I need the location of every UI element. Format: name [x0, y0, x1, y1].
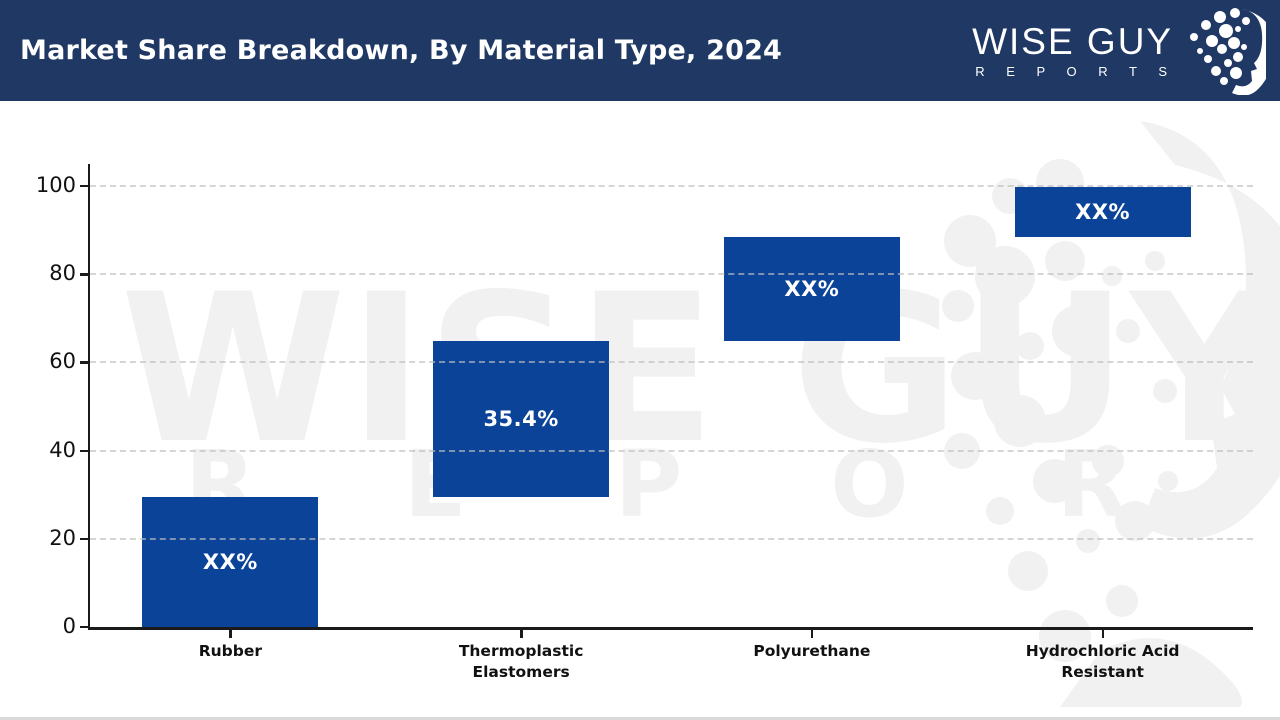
gridline-100	[90, 185, 1253, 187]
x-tick-3	[810, 629, 814, 638]
y-tick-60	[80, 361, 90, 364]
header-bar: Market Share Breakdown, By Material Type…	[0, 0, 1280, 101]
x-tick-1	[229, 629, 232, 638]
x-tick-4	[1101, 629, 1105, 638]
x-axis-line	[88, 627, 1253, 630]
brand-logo-text: WISE GUY R E P O R T S	[969, 23, 1176, 79]
y-tick-label-0: 0	[62, 614, 76, 638]
bar-value-label: XX%	[1075, 200, 1131, 224]
chart-area: WISE GUY R E P O R T S XX% 35.4% XX% XX% 0 20…	[0, 101, 1280, 717]
y-tick-label-80: 80	[49, 261, 76, 286]
y-tick-label-20: 20	[49, 525, 76, 550]
gridline-20	[90, 537, 1253, 540]
page-title: Market Share Breakdown, By Material Type…	[20, 35, 783, 66]
bar-rubber: XX%	[142, 496, 319, 627]
bar-value-label: 35.4%	[483, 406, 559, 431]
bar-hydrochloric-acid-resistant: XX%	[1014, 186, 1191, 238]
watermark-dotted-face-icon	[850, 91, 1280, 711]
y-tick-label-40: 40	[49, 437, 76, 462]
dotted-face-profile-icon	[1180, 3, 1275, 99]
gridline-80	[90, 273, 1253, 276]
bar-thermoplastic-elastomers: 35.4%	[433, 340, 610, 497]
y-tick-20	[80, 537, 90, 541]
y-tick-100	[80, 185, 90, 188]
x-category-label: Hydrochloric Acid Resistant	[1025, 642, 1180, 681]
y-tick-80	[80, 273, 90, 276]
x-tick-2	[520, 629, 523, 638]
bar-value-label: XX%	[784, 276, 840, 301]
gridline-40	[90, 449, 1253, 452]
y-tick-label-60: 60	[49, 349, 76, 374]
brand-name: WISE GUY	[972, 20, 1174, 62]
watermark-text-1: WISE GUY	[120, 251, 1280, 489]
x-category-label: Polyurethane	[753, 642, 871, 660]
brand-subtitle: R E P O R T S	[975, 63, 1176, 79]
bar-value-label: XX%	[202, 549, 258, 574]
brand-logo: WISE GUY R E P O R T S	[969, 3, 1280, 99]
x-category-label: Thermoplastic Elastomers	[458, 642, 584, 681]
y-tick-label-100: 100	[35, 173, 76, 197]
bottom-border	[0, 717, 1280, 720]
x-category-label: Rubber	[198, 642, 263, 660]
y-tick-0	[80, 626, 90, 629]
y-tick-40	[80, 449, 90, 452]
bar-polyurethane: XX%	[723, 237, 900, 341]
y-axis-line	[88, 163, 91, 629]
watermark-text-2: R E P O R T S	[185, 431, 1280, 538]
gridline-60	[90, 361, 1253, 364]
